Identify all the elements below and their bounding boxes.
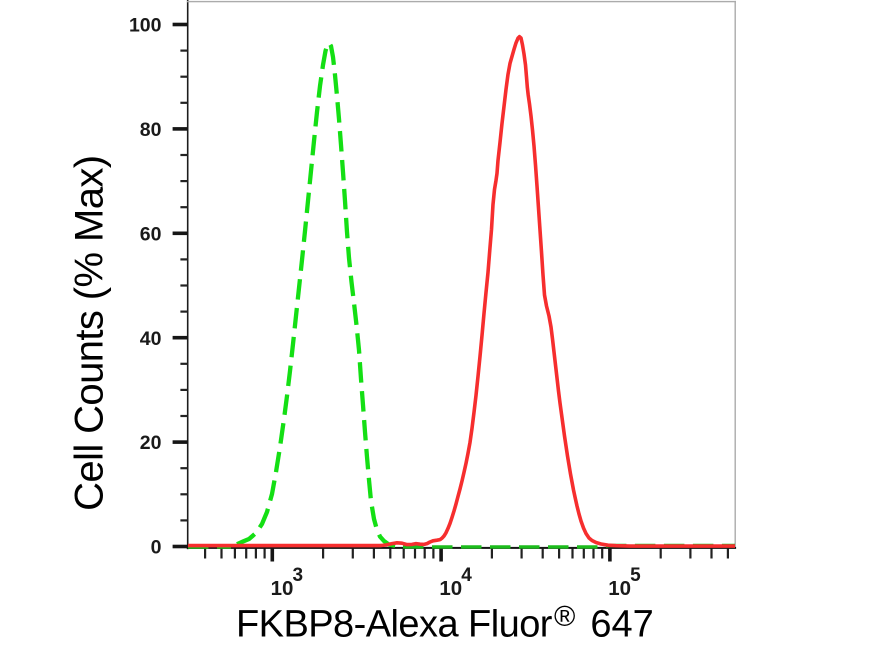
- svg-text:10: 10: [271, 577, 294, 600]
- svg-text:®: ®: [554, 601, 575, 633]
- svg-text:5: 5: [630, 565, 641, 586]
- svg-text:40: 40: [140, 328, 162, 350]
- svg-text:80: 80: [140, 119, 162, 141]
- svg-text:FKBP8-Alexa Fluor: FKBP8-Alexa Fluor: [236, 604, 553, 646]
- svg-text:100: 100: [129, 15, 162, 37]
- svg-text:60: 60: [140, 223, 162, 245]
- svg-text:647: 647: [590, 604, 653, 646]
- svg-text:3: 3: [293, 565, 304, 586]
- svg-text:10: 10: [608, 577, 631, 600]
- svg-text:4: 4: [461, 565, 472, 586]
- svg-text:0: 0: [151, 537, 162, 559]
- svg-text:Cell Counts (% Max): Cell Counts (% Max): [67, 156, 111, 511]
- svg-text:20: 20: [140, 432, 162, 454]
- svg-text:10: 10: [439, 577, 462, 600]
